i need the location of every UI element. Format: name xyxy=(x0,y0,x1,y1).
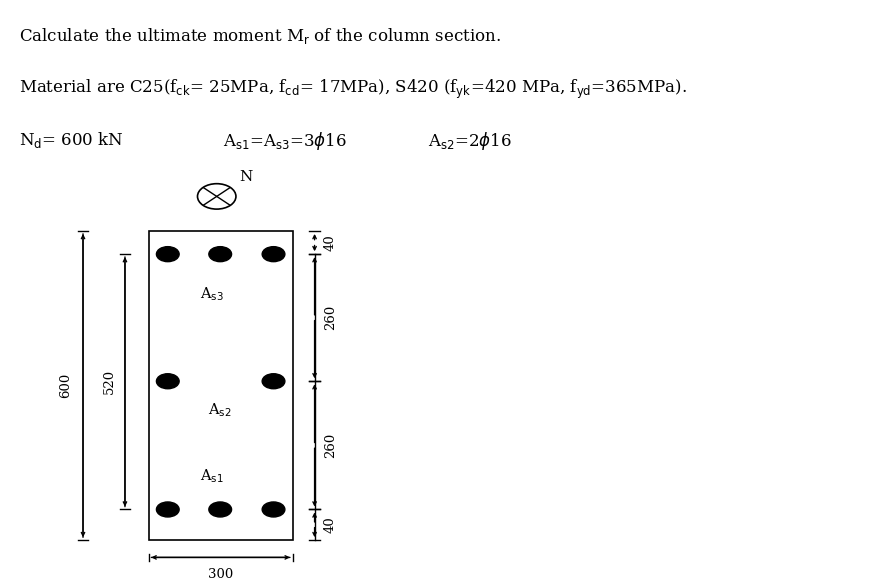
Text: 260: 260 xyxy=(324,433,337,458)
Circle shape xyxy=(262,247,285,262)
Circle shape xyxy=(156,502,179,517)
Text: A$_{\mathrm{s1}}$: A$_{\mathrm{s1}}$ xyxy=(200,468,224,486)
Text: A$_{\mathrm{s1}}$=A$_{\mathrm{s3}}$=3$\phi$16: A$_{\mathrm{s1}}$=A$_{\mathrm{s3}}$=3$\p… xyxy=(223,130,346,152)
Text: N$_{\mathrm{d}}$= 600 kN: N$_{\mathrm{d}}$= 600 kN xyxy=(19,130,124,150)
Circle shape xyxy=(209,247,232,262)
Circle shape xyxy=(156,374,179,389)
Text: 40: 40 xyxy=(324,234,337,251)
Bar xyxy=(148,231,293,540)
Circle shape xyxy=(209,502,232,517)
Circle shape xyxy=(197,184,236,209)
Circle shape xyxy=(262,502,285,517)
Text: 40: 40 xyxy=(324,517,337,533)
Text: 300: 300 xyxy=(208,568,233,581)
Text: 260: 260 xyxy=(324,305,337,331)
Text: A$_{\mathrm{s2}}$: A$_{\mathrm{s2}}$ xyxy=(209,401,232,419)
Circle shape xyxy=(156,247,179,262)
Text: A$_{\mathrm{s2}}$=2$\phi$16: A$_{\mathrm{s2}}$=2$\phi$16 xyxy=(428,130,512,152)
Text: N: N xyxy=(239,170,253,184)
Text: Material are C25(f$_{\mathrm{ck}}$= 25MPa, f$_{\mathrm{cd}}$= 17MPa), S420 (f$_{: Material are C25(f$_{\mathrm{ck}}$= 25MP… xyxy=(19,78,687,101)
Text: 520: 520 xyxy=(103,369,116,394)
Circle shape xyxy=(262,374,285,389)
Text: 600: 600 xyxy=(59,373,72,398)
Text: Calculate the ultimate moment M$_{\mathrm{r}}$ of the column section.: Calculate the ultimate moment M$_{\mathr… xyxy=(19,26,502,46)
Text: A$_{\mathrm{s3}}$: A$_{\mathrm{s3}}$ xyxy=(200,286,224,303)
